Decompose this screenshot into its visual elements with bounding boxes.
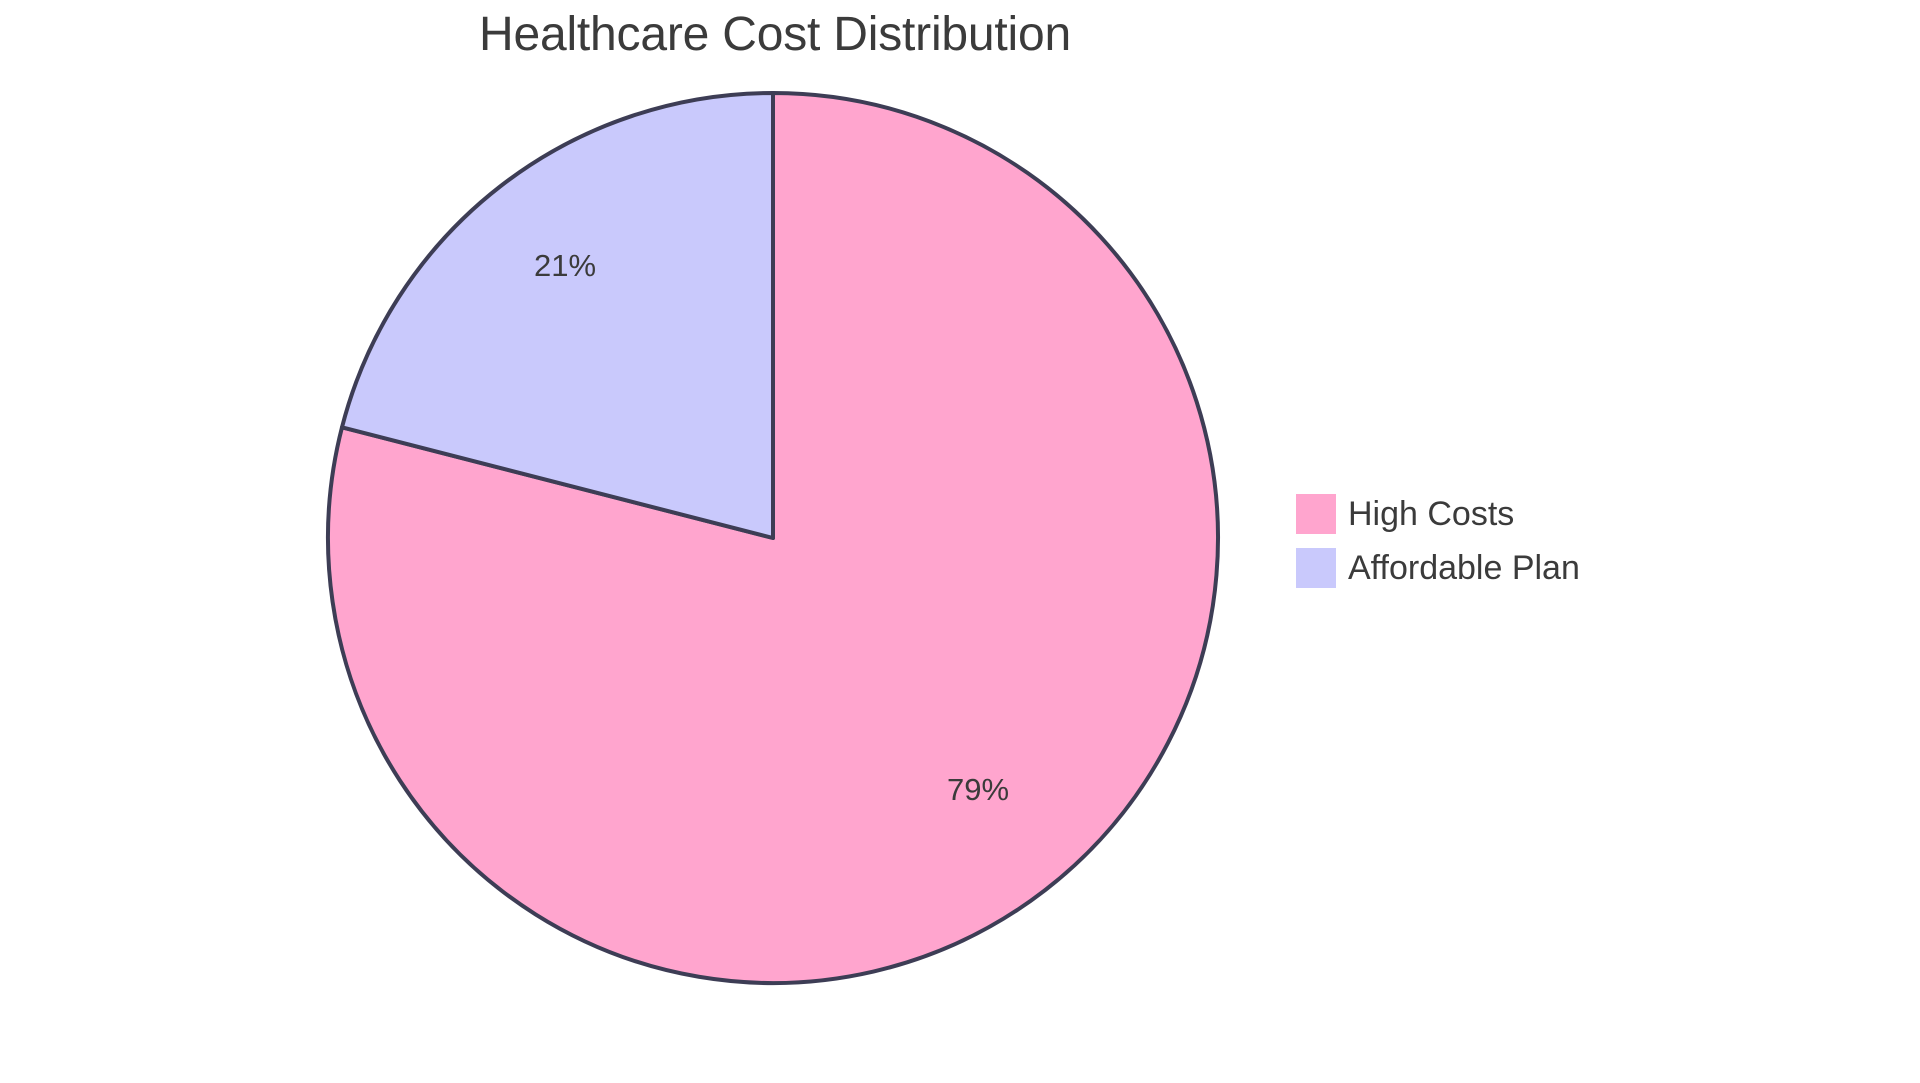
legend-item-label: Affordable Plan — [1348, 549, 1580, 587]
pie-slice[interactable] — [339, 91, 775, 540]
pie-slice-labels: 79% 21% — [534, 248, 1009, 807]
legend: High Costs Affordable Plan — [1296, 487, 1716, 595]
legend-swatch-icon — [1296, 494, 1336, 534]
legend-item-high-costs[interactable]: High Costs — [1296, 487, 1716, 541]
plot-area: 79% 21% — [326, 91, 1220, 985]
pie-slice-value-label: 79% — [947, 772, 1009, 807]
page-title: Healthcare Cost Distribution — [479, 8, 1071, 61]
legend-swatch-icon — [1296, 548, 1336, 588]
pie-svg: 79% 21% — [326, 91, 1220, 985]
legend-item-label: High Costs — [1348, 495, 1515, 533]
pie-slices — [326, 91, 1220, 985]
pie-slice-value-label: 21% — [534, 248, 596, 283]
legend-item-affordable-plan[interactable]: Affordable Plan — [1296, 541, 1716, 595]
